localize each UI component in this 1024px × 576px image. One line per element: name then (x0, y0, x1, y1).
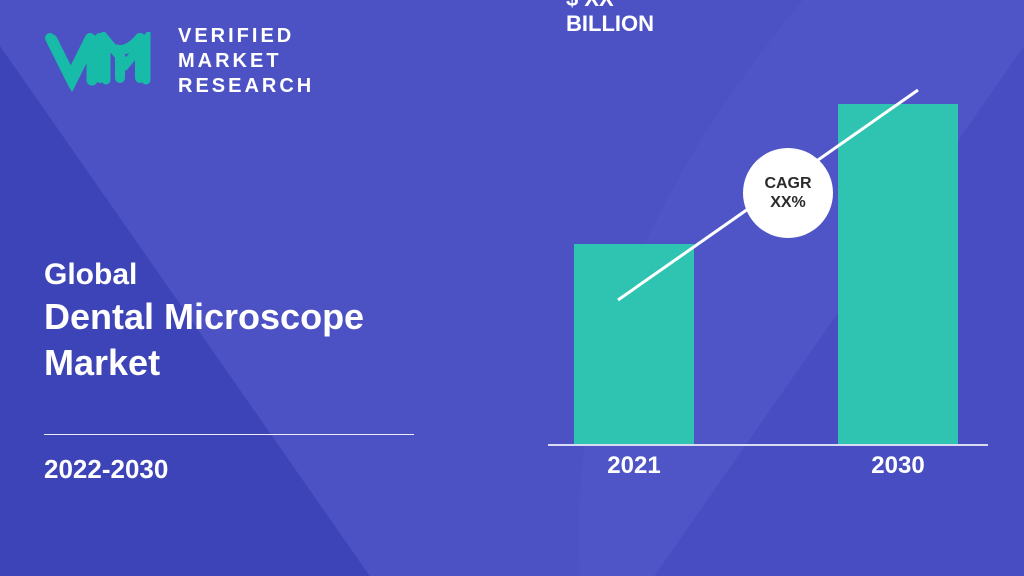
bar-2021: $ XX BILLION (574, 244, 694, 444)
logo-text-line2: MARKET (178, 49, 314, 74)
logo-text-line3: RESEARCH (178, 74, 314, 99)
bar-2030: $ XX BILLION (838, 104, 958, 444)
cagr-badge: CAGR XX% (743, 148, 833, 238)
year-label-2021: 2021 (574, 452, 694, 480)
title-line3: Market (44, 342, 364, 384)
logo-text: VERIFIED MARKET RESEARCH (178, 24, 314, 99)
logo-text-line1: VERIFIED (178, 24, 314, 49)
bar-2021-fill (574, 244, 694, 444)
forecast-period: 2022-2030 (44, 454, 168, 485)
divider (44, 434, 414, 435)
bar-2021-label: $ XX BILLION (566, 0, 726, 37)
cagr-value: XX% (770, 193, 806, 212)
bar-2021-value-line1: $ XX (566, 0, 726, 11)
bar-chart: $ XX BILLION $ XX BILLION CAGR XX% 2021 … (548, 50, 988, 480)
logo: VERIFIED MARKET RESEARCH (44, 24, 314, 99)
bar-2021-value-line2: BILLION (566, 11, 726, 36)
title-block: Global Dental Microscope Market (44, 258, 364, 384)
bar-2030-fill (838, 104, 958, 444)
year-label-2030: 2030 (838, 452, 958, 480)
title-line2: Dental Microscope (44, 296, 364, 338)
title-line1: Global (44, 258, 364, 292)
x-axis (548, 444, 988, 446)
vmr-logo-icon (44, 32, 164, 92)
cagr-label: CAGR (764, 174, 811, 193)
